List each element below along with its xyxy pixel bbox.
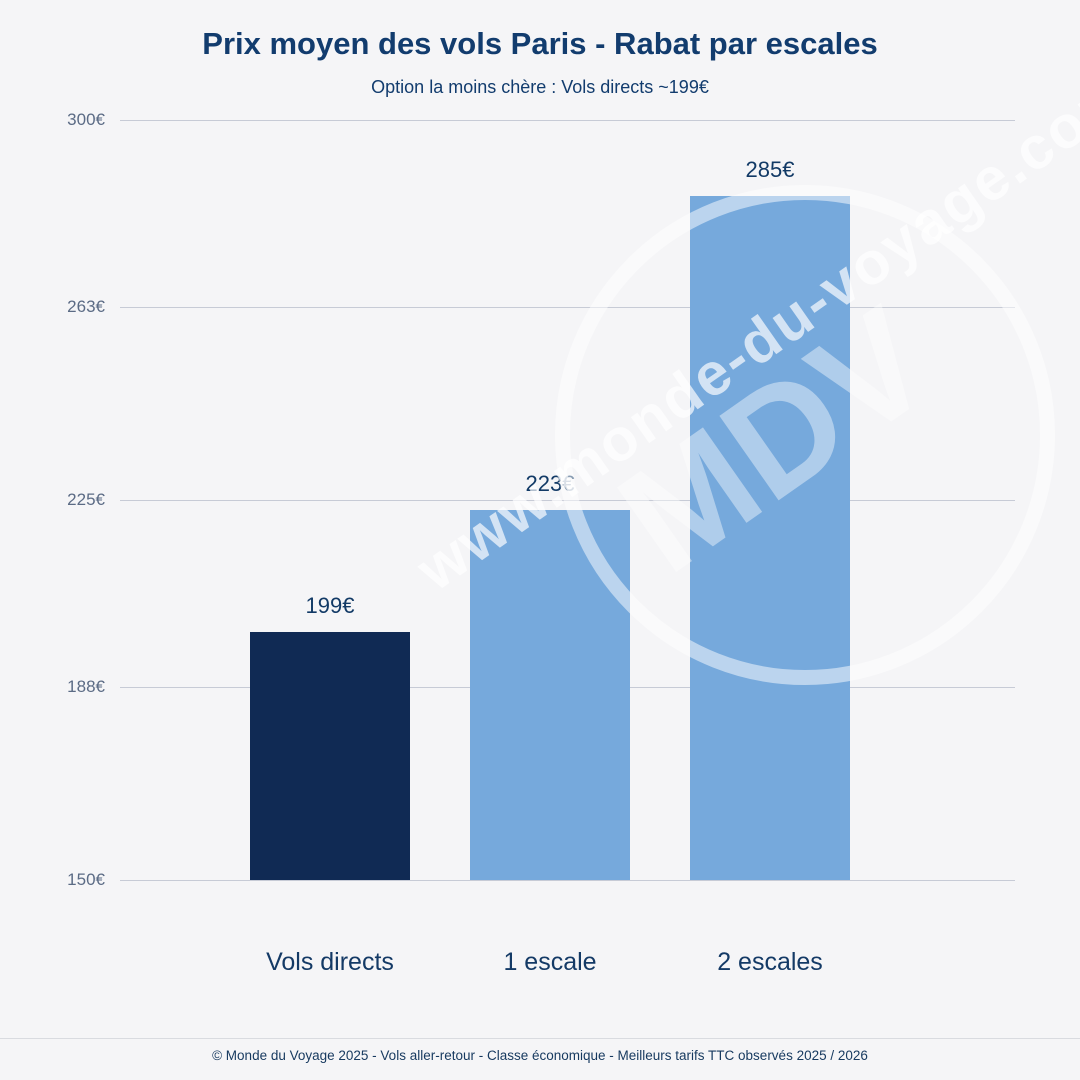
y-tick-label: 300€ bbox=[67, 110, 105, 129]
x-category-label: 2 escales bbox=[717, 948, 823, 976]
bar-value-label: 223€ bbox=[525, 471, 575, 497]
footer-divider bbox=[0, 1038, 1080, 1039]
bar-vols-directs bbox=[250, 631, 410, 880]
y-tick-label: 150€ bbox=[67, 870, 105, 889]
bar-value-label: 199€ bbox=[305, 592, 355, 618]
bar-2-escales bbox=[690, 196, 850, 880]
x-category-label: Vols directs bbox=[266, 948, 394, 976]
gridline bbox=[120, 500, 1015, 501]
chart-title: Prix moyen des vols Paris - Rabat par es… bbox=[202, 26, 878, 61]
y-tick-label: 188€ bbox=[67, 677, 105, 697]
bar-value-label: 285€ bbox=[745, 157, 795, 182]
footer-text: © Monde du Voyage 2025 - Vols aller-reto… bbox=[212, 1048, 868, 1063]
x-category-label: 1 escale bbox=[503, 948, 597, 976]
bar-1-escale bbox=[470, 510, 630, 880]
y-tick-label: 225€ bbox=[67, 490, 105, 509]
chart-subtitle: Option la moins chère : Vols directs ~19… bbox=[371, 77, 709, 97]
plot-area: 150€ 188€ 225€ 263€ 300€ 199€ Vols directs 223€… bbox=[67, 110, 1015, 976]
gridline bbox=[120, 120, 1015, 121]
gridline bbox=[120, 880, 1015, 881]
y-tick-label: 263€ bbox=[67, 297, 105, 317]
gridline bbox=[120, 307, 1015, 309]
